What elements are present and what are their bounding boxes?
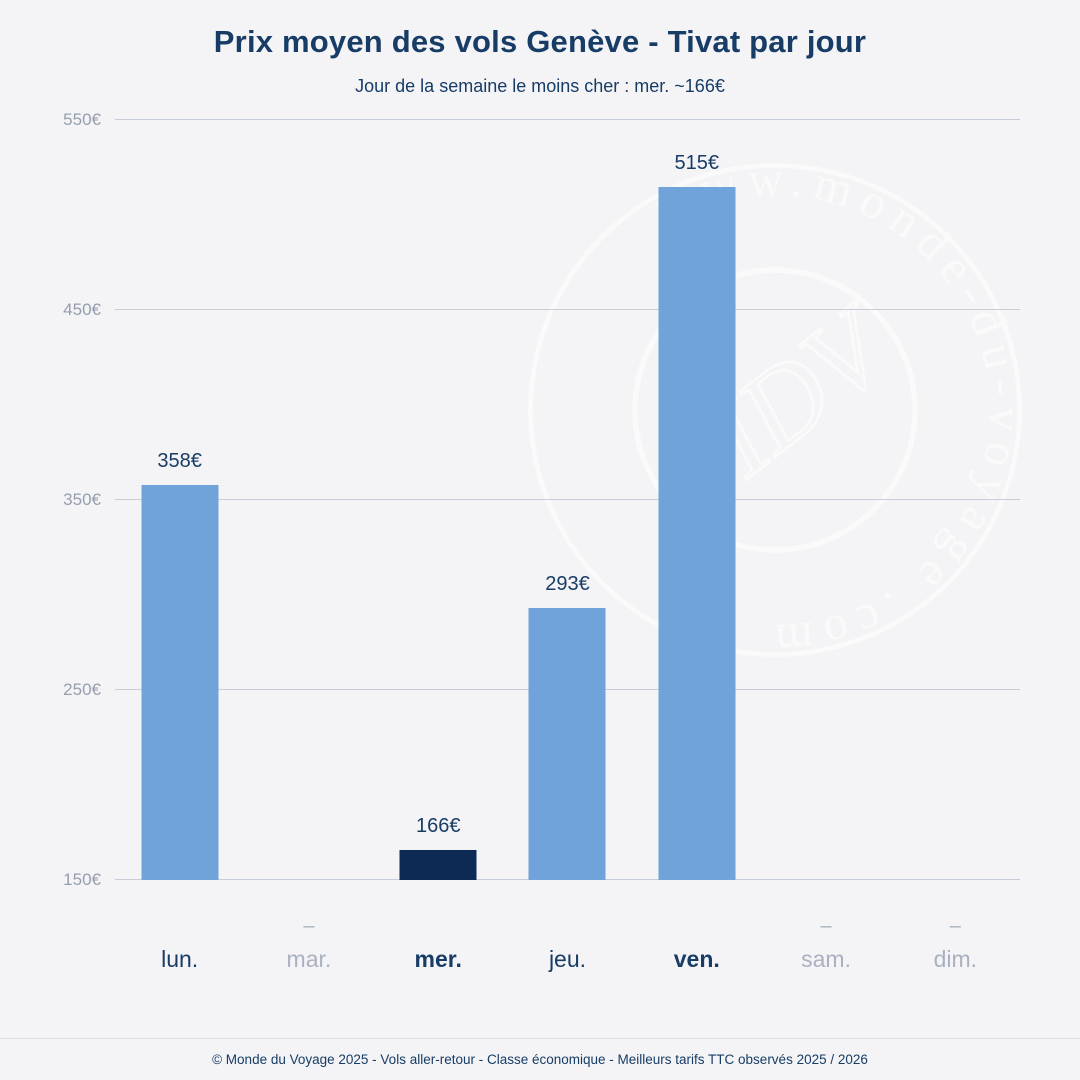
value-label-mer: 166€	[415, 814, 461, 837]
bar-ven	[658, 186, 736, 880]
y-tick-label: 450€	[63, 300, 101, 319]
gridline-450	[115, 309, 1020, 310]
gridline-550	[115, 119, 1020, 120]
value-label-jeu: 293€	[545, 573, 590, 596]
no-data-dash-dim: –	[949, 915, 961, 937]
y-tick-label: 550€	[63, 110, 101, 129]
bar-column-dim: –	[891, 120, 1020, 937]
bar-lun	[141, 484, 219, 880]
x-axis-labels: lun. mar. mer. jeu. ven. sam. dim.	[115, 946, 1020, 973]
bar-jeu	[528, 608, 606, 880]
chart-title: Prix moyen des vols Genève - Tivat par j…	[213, 24, 867, 59]
bar-column-mar: –	[244, 120, 373, 937]
bar-column-lun: 358€	[115, 120, 244, 880]
y-tick-label: 350€	[63, 490, 101, 509]
value-label-lun: 358€	[157, 449, 202, 472]
value-label-ven: 515€	[674, 151, 720, 174]
no-data-dash-sam: –	[820, 915, 832, 937]
x-label-mar: mar.	[286, 946, 332, 972]
x-label-jeu: jeu.	[548, 946, 587, 972]
bar-column-jeu: 293€	[503, 120, 632, 880]
x-label-dim: dim.	[933, 946, 978, 972]
footer-text: © Monde du Voyage 2025 - Vols aller-reto…	[212, 1052, 868, 1067]
bar-column-mer: 166€	[374, 120, 503, 880]
x-label-lun: lun.	[161, 946, 199, 972]
x-label-ven: ven.	[673, 946, 720, 972]
y-tick-label: 150€	[63, 870, 101, 889]
chart-subtitle: Jour de la semaine le moins cher : mer. …	[355, 76, 725, 96]
footer: © Monde du Voyage 2025 - Vols aller-reto…	[0, 1038, 1080, 1080]
gridline-350	[115, 499, 1020, 500]
bar-mer	[399, 849, 477, 880]
bar-column-sam: –	[761, 120, 890, 937]
plot-area: 150€ 250€ 350€ 450€ 550€ 358€ – 166€ 293€ 515€ – –	[63, 110, 1020, 937]
bars-container: 358€ – 166€ 293€ 515€ – –	[115, 120, 1020, 937]
x-label-mer: mer.	[414, 946, 462, 972]
no-data-dash-mar: –	[303, 915, 315, 937]
y-tick-label: 250€	[63, 680, 101, 699]
x-label-sam: sam.	[801, 946, 851, 972]
bar-column-ven: 515€	[632, 120, 761, 880]
